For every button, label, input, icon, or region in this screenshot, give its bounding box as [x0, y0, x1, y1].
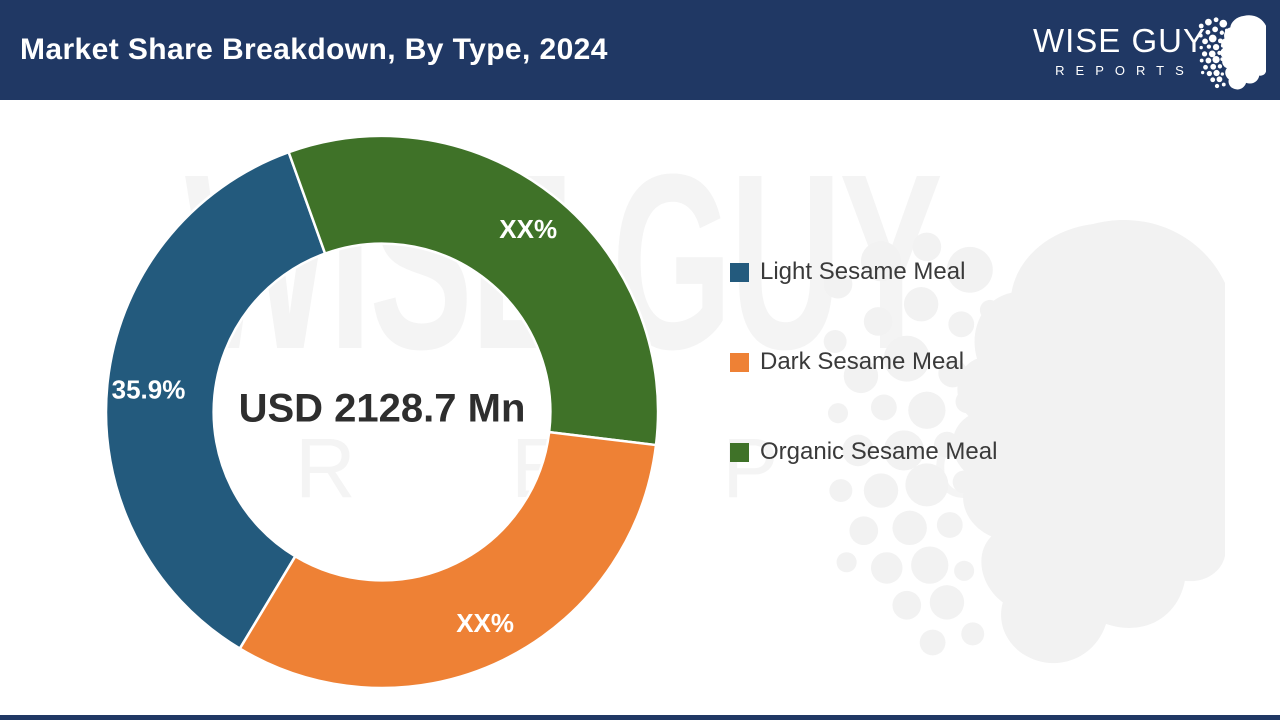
header: Market Share Breakdown, By Type, 2024 WI… [0, 0, 1280, 100]
legend-label: Dark Sesame Meal [760, 348, 965, 375]
legend-label: Light Sesame Meal [760, 258, 966, 285]
brand-logo: WISE GUY REPORTS [1033, 0, 1266, 100]
donut-slice-light-sesame-meal [104, 151, 327, 650]
donut-chart: 35.9% XX% XX% [104, 134, 660, 690]
brand-wordmark-line1: WISE GUY [1032, 21, 1206, 59]
legend-item-light-sesame-meal: Light Sesame Meal [730, 258, 965, 286]
brand-wordmark-line2: REPORTS [1055, 62, 1195, 78]
legend-label: Organic Sesame Meal [760, 438, 998, 465]
slice-value-label: XX% [456, 608, 514, 638]
legend-swatch-dark-sesame-meal [730, 352, 749, 372]
bottom-accent-bar [0, 715, 1280, 720]
slice-value-label: XX% [499, 214, 557, 244]
brand-wordmark: WISE GUY REPORTS [1033, 24, 1206, 77]
legend-swatch-light-sesame-meal [730, 262, 749, 282]
legend-item-organic-sesame-meal: Organic Sesame Meal [730, 438, 997, 466]
wiseguy-head-watermark-icon [823, 220, 1225, 663]
donut-slice-organic-sesame-meal [287, 134, 660, 447]
chart-center-value: USD 2128.7 Mn [238, 386, 526, 431]
legend-item-dark-sesame-meal: Dark Sesame Meal [730, 348, 964, 376]
donut-slice-dark-sesame-meal [238, 430, 658, 690]
wiseguy-head-icon [1198, 15, 1266, 90]
page-title: Market Share Breakdown, By Type, 2024 [20, 33, 608, 66]
slice-value-label: 35.9% [112, 374, 186, 404]
legend-swatch-organic-sesame-meal [730, 442, 749, 462]
